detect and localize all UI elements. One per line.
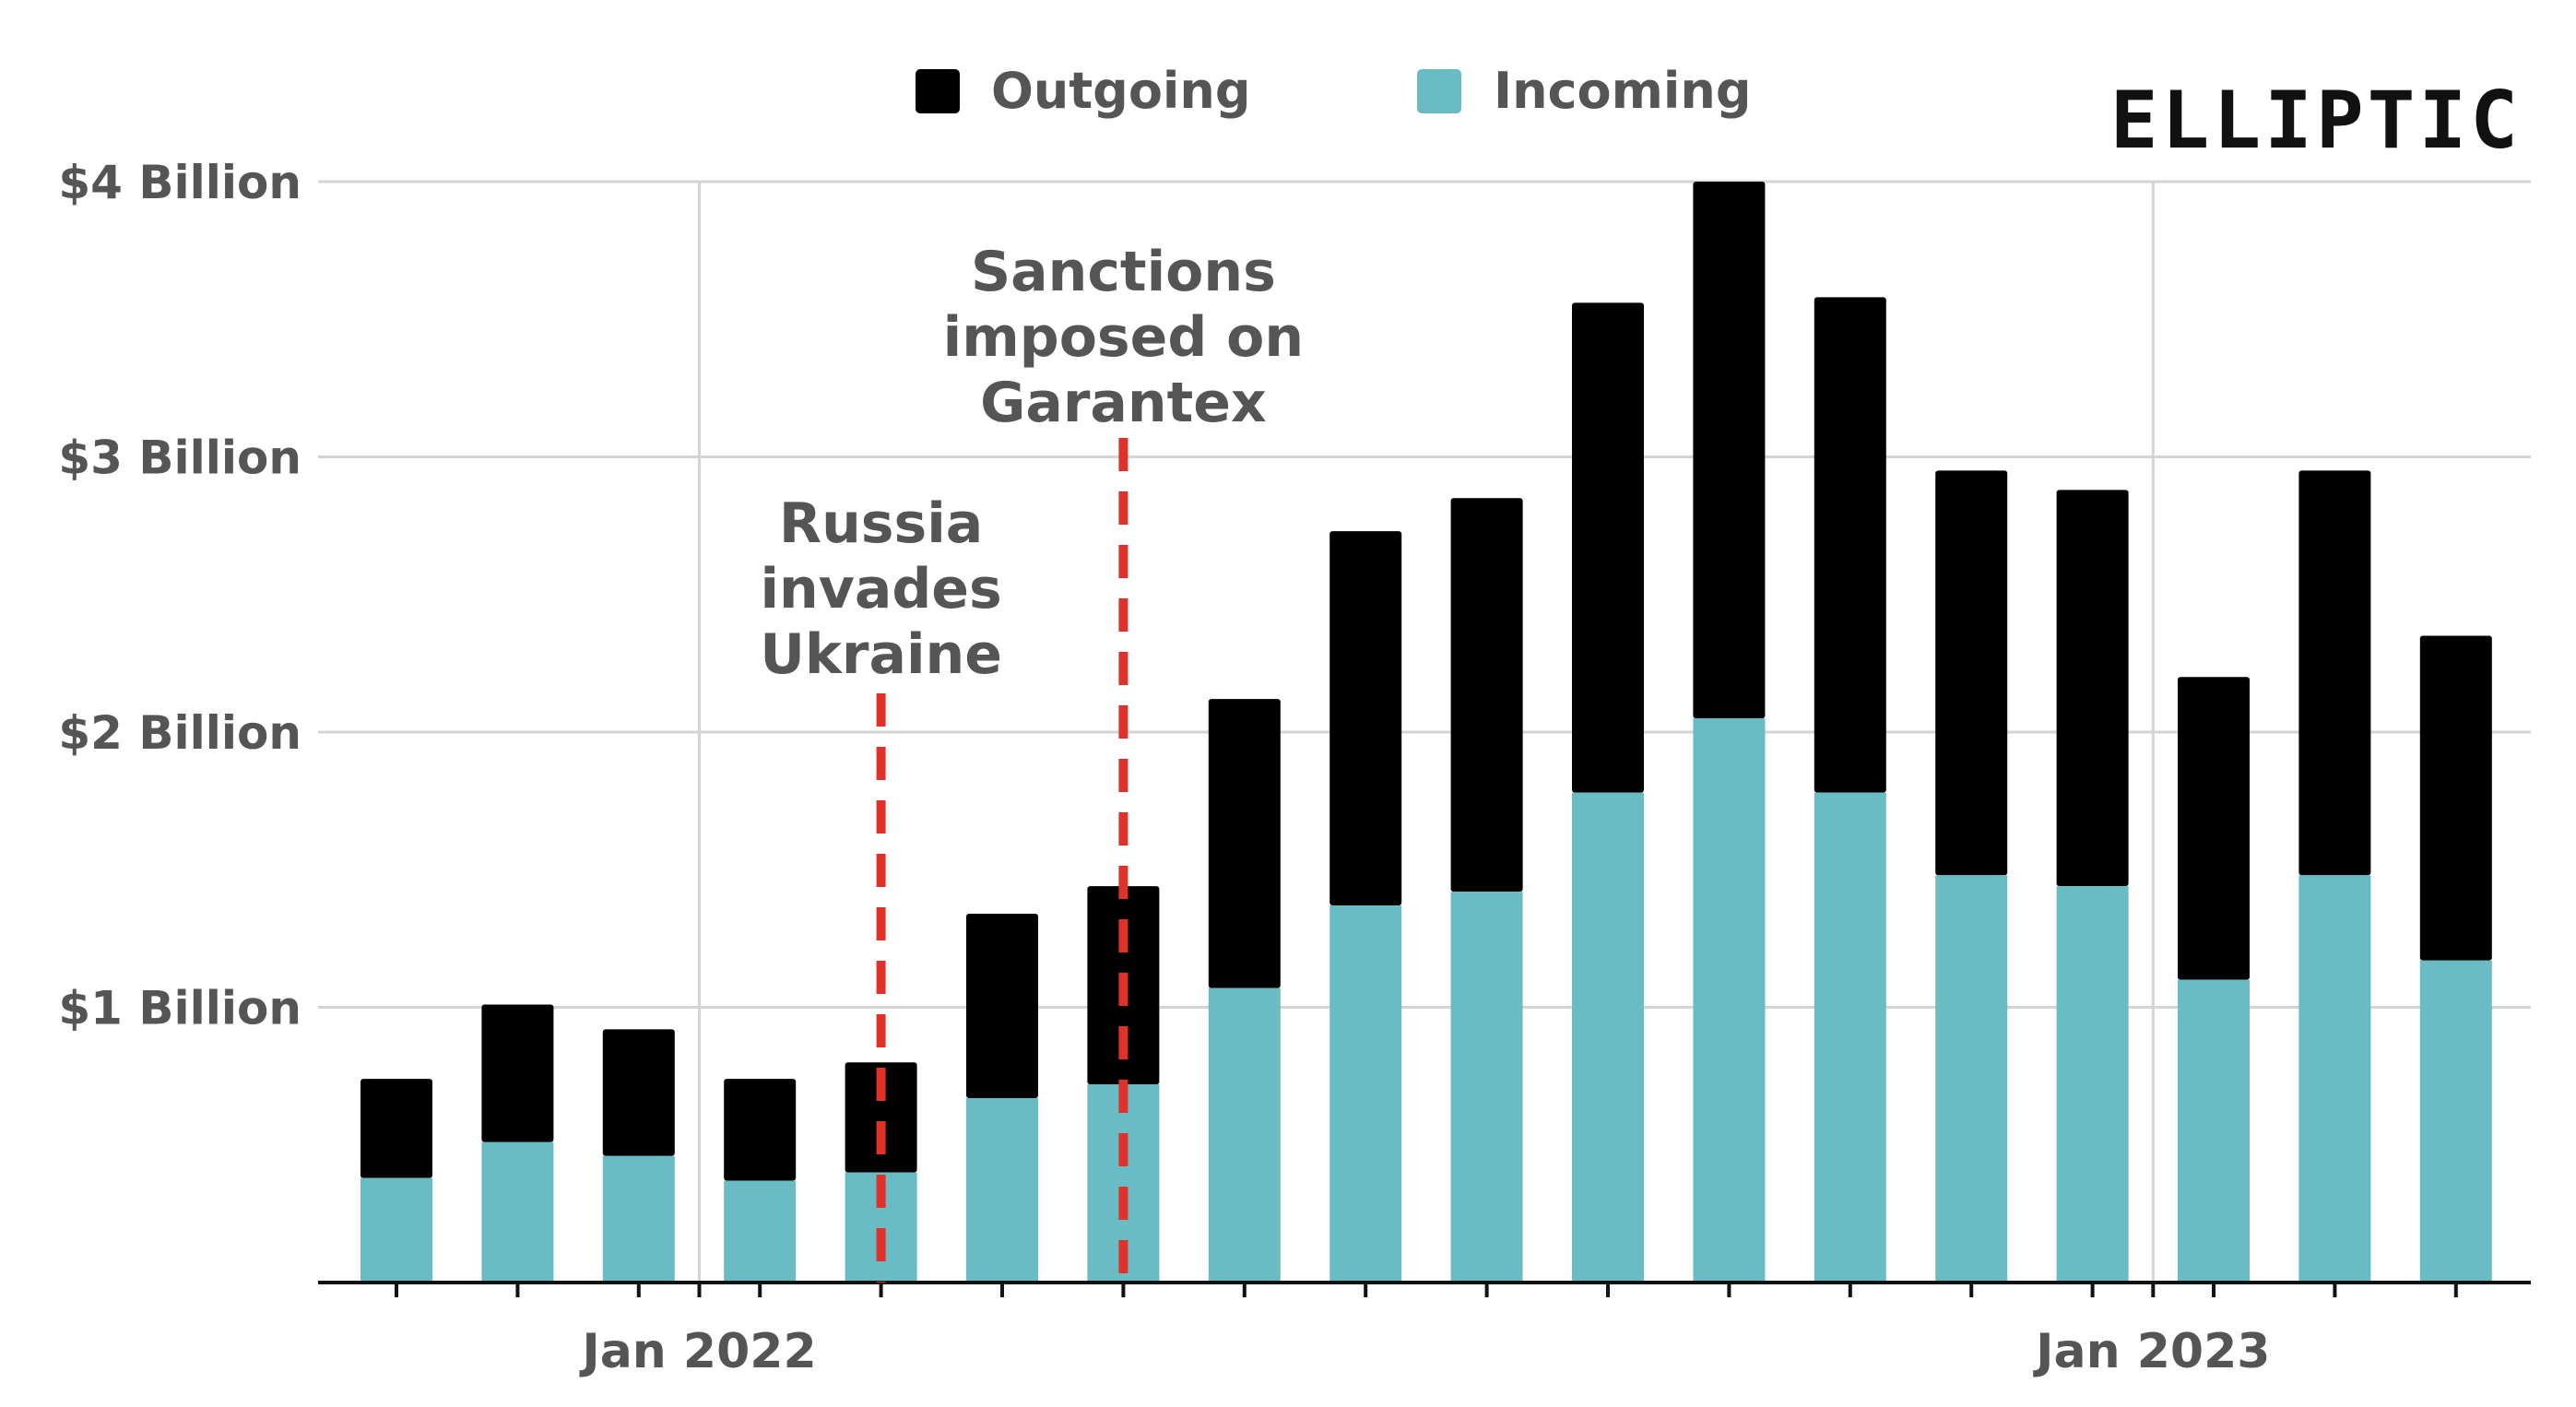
legend-swatch-outgoing bbox=[916, 69, 960, 113]
bar-incoming bbox=[360, 1177, 432, 1283]
bar-outgoing bbox=[360, 1079, 432, 1178]
y-tick-label: $3 Billion bbox=[58, 432, 301, 485]
bar-incoming bbox=[1935, 875, 2008, 1283]
x-tick-label: Jan 2023 bbox=[2033, 1324, 2270, 1379]
bar-incoming bbox=[602, 1155, 675, 1283]
legend-label-incoming: Incoming bbox=[1494, 62, 1752, 120]
annotation-text: Sanctions bbox=[971, 240, 1276, 304]
annotation-text: invades bbox=[760, 557, 1001, 621]
bar-outgoing bbox=[1814, 297, 1886, 793]
bar-incoming bbox=[2056, 886, 2129, 1283]
annotation-text: Garantex bbox=[980, 371, 1267, 435]
grid-lines bbox=[318, 180, 2531, 1283]
legend: Outgoing Incoming bbox=[916, 62, 1752, 120]
bar-outgoing bbox=[2419, 635, 2492, 961]
axes: $1 Billion $2 Billion $3 Billion $4 Billion… bbox=[58, 156, 2531, 1379]
bar-outgoing bbox=[1935, 470, 2008, 876]
bar-outgoing bbox=[2178, 677, 2250, 980]
annotation-text: Russia bbox=[779, 491, 983, 556]
bar-incoming bbox=[1450, 892, 1523, 1283]
bar-outgoing bbox=[966, 914, 1038, 1099]
bar-incoming bbox=[1693, 718, 1766, 1283]
x-tick-label: Jan 2022 bbox=[579, 1324, 816, 1379]
bar-outgoing bbox=[1450, 498, 1523, 893]
bar-incoming bbox=[481, 1141, 554, 1283]
annotation-text: imposed on bbox=[943, 305, 1304, 370]
bar-outgoing bbox=[481, 1004, 554, 1142]
bar-incoming bbox=[1814, 792, 1886, 1283]
bar-outgoing bbox=[1572, 302, 1644, 793]
legend-swatch-incoming bbox=[1417, 69, 1461, 113]
annotation-text: Ukraine bbox=[760, 622, 1002, 687]
bar-outgoing bbox=[1329, 531, 1402, 906]
bar-incoming bbox=[2298, 875, 2371, 1283]
legend-label-outgoing: Outgoing bbox=[991, 62, 1251, 120]
elliptic-logo: ELLIPTIC bbox=[2110, 75, 2522, 167]
bar-incoming bbox=[1329, 905, 1402, 1283]
bar-incoming bbox=[1572, 792, 1644, 1283]
y-tick-label: $1 Billion bbox=[58, 982, 301, 1035]
bar-incoming bbox=[966, 1098, 1038, 1283]
bar-incoming bbox=[724, 1180, 797, 1283]
bar-incoming bbox=[2178, 979, 2250, 1283]
bar-outgoing bbox=[845, 1062, 917, 1173]
y-tick-label: $2 Billion bbox=[58, 706, 301, 760]
bar-outgoing bbox=[1208, 699, 1281, 988]
bar-outgoing bbox=[724, 1079, 797, 1181]
bar-outgoing bbox=[2298, 470, 2371, 876]
bar-outgoing bbox=[602, 1029, 675, 1156]
bars bbox=[360, 182, 2492, 1283]
bar-outgoing bbox=[2056, 490, 2129, 887]
bar-incoming bbox=[2419, 960, 2492, 1283]
bar-incoming bbox=[1208, 987, 1281, 1283]
bar-outgoing bbox=[1693, 182, 1766, 719]
y-tick-label: $4 Billion bbox=[58, 156, 301, 209]
